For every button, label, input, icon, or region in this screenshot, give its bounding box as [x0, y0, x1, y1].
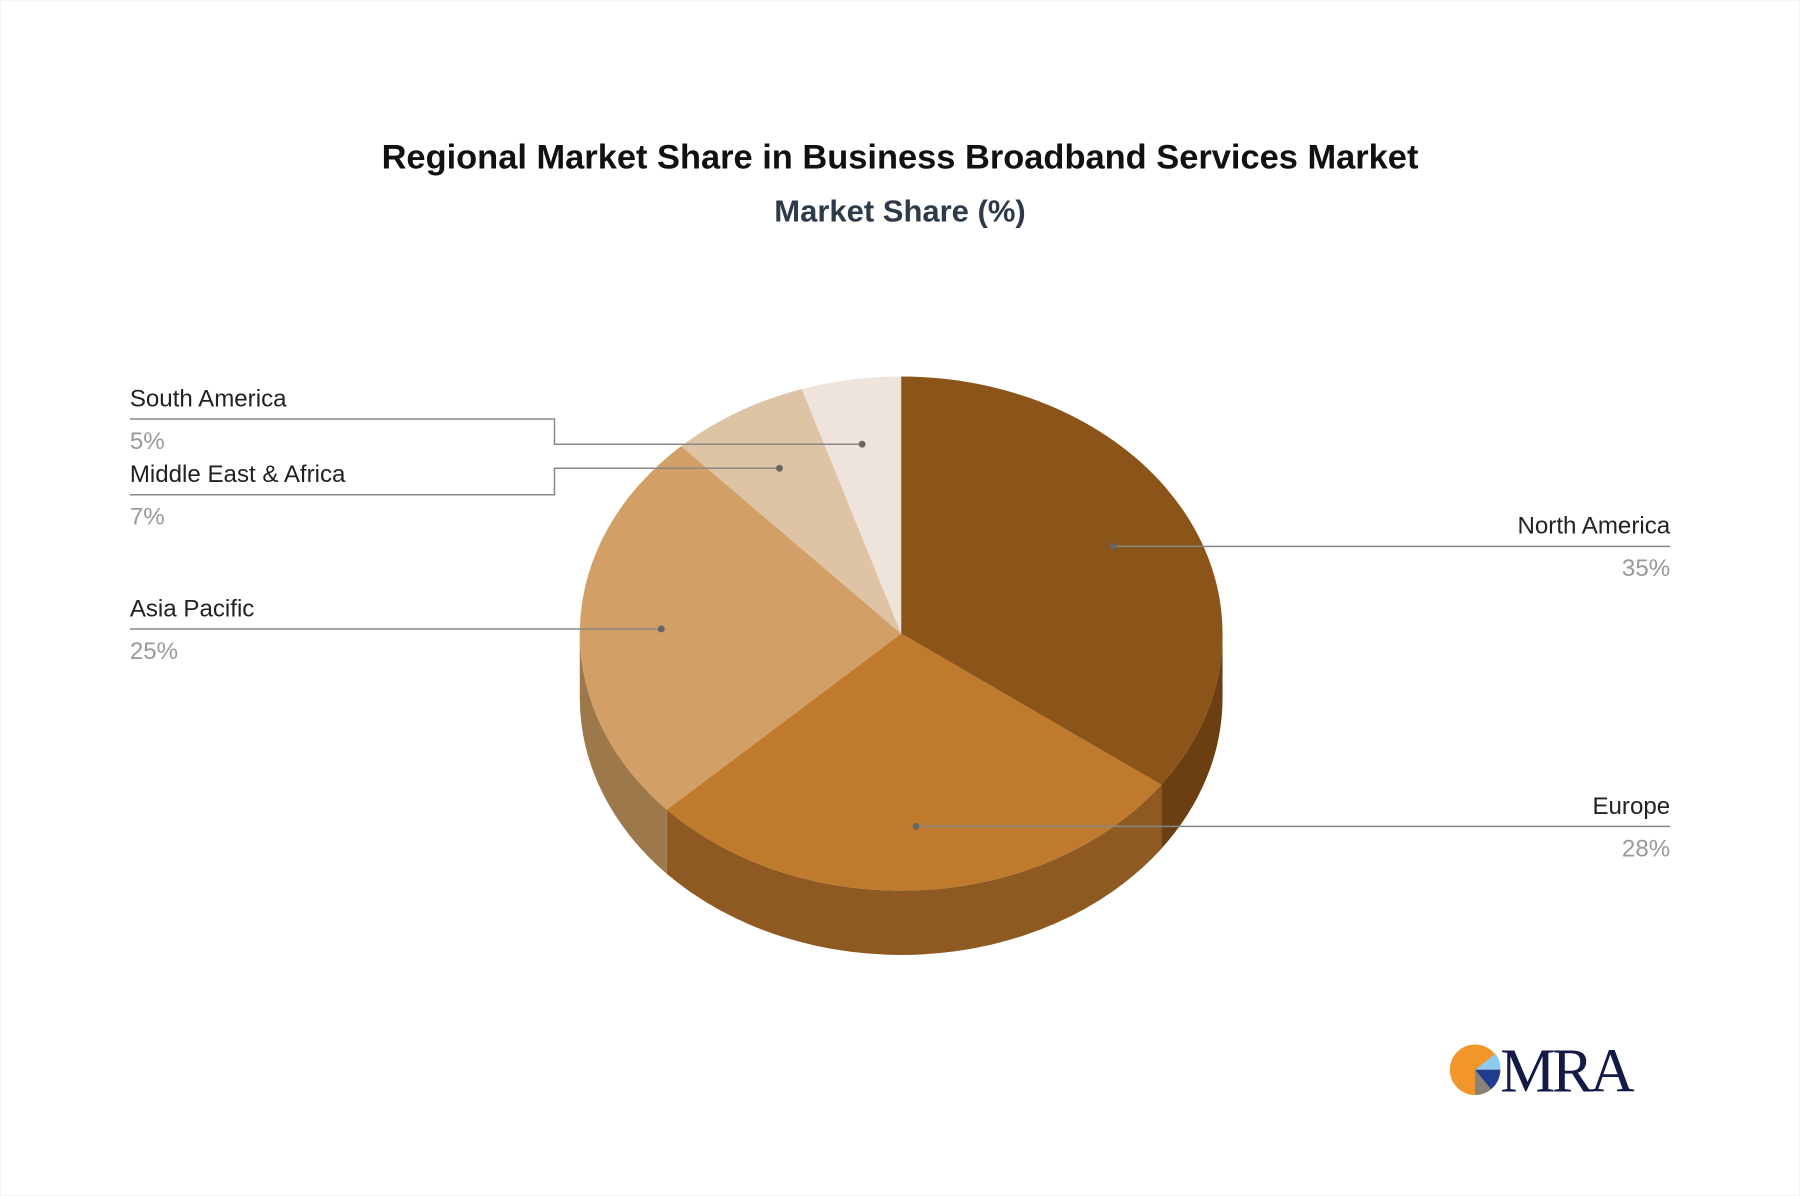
chart-subtitle: Market Share (%) — [774, 194, 1025, 229]
pie-slice[interactable] — [579, 446, 902, 810]
chart-title: Regional Market Share in Business Broadb… — [382, 139, 1419, 177]
category-label: Middle East & Africa — [130, 461, 346, 488]
pie-sides — [579, 633, 1223, 955]
leader-dot — [657, 625, 665, 633]
slice-side — [579, 633, 667, 874]
category-label: Asia Pacific — [130, 595, 255, 622]
value-label: 7% — [130, 504, 165, 531]
value-label: 35% — [1622, 555, 1670, 582]
category-label: South America — [130, 385, 287, 412]
leader-dot — [912, 822, 920, 830]
value-label: 5% — [130, 428, 165, 455]
pie-slice[interactable] — [901, 376, 1223, 785]
category-label: North America — [1518, 513, 1671, 540]
slice-labels: North America 35% Europe 28% Asia Pacific 25%… — [129, 385, 1671, 862]
leader-dot — [858, 440, 866, 448]
leader-dot — [776, 464, 783, 472]
logo-text: MRA — [1500, 1038, 1635, 1106]
leader-line — [129, 467, 780, 496]
slice-side — [666, 784, 1162, 955]
leader-dot — [1110, 542, 1117, 550]
value-label: 25% — [130, 638, 178, 665]
leader-line — [129, 418, 863, 445]
mra-logo: MRA — [1449, 1038, 1638, 1106]
category-label: Europe — [1592, 793, 1670, 820]
value-label: 28% — [1622, 835, 1670, 862]
pie-slice[interactable] — [801, 376, 902, 634]
pie-slice[interactable] — [681, 389, 902, 634]
slice-side — [1161, 633, 1223, 849]
pie-slices — [579, 376, 1223, 891]
